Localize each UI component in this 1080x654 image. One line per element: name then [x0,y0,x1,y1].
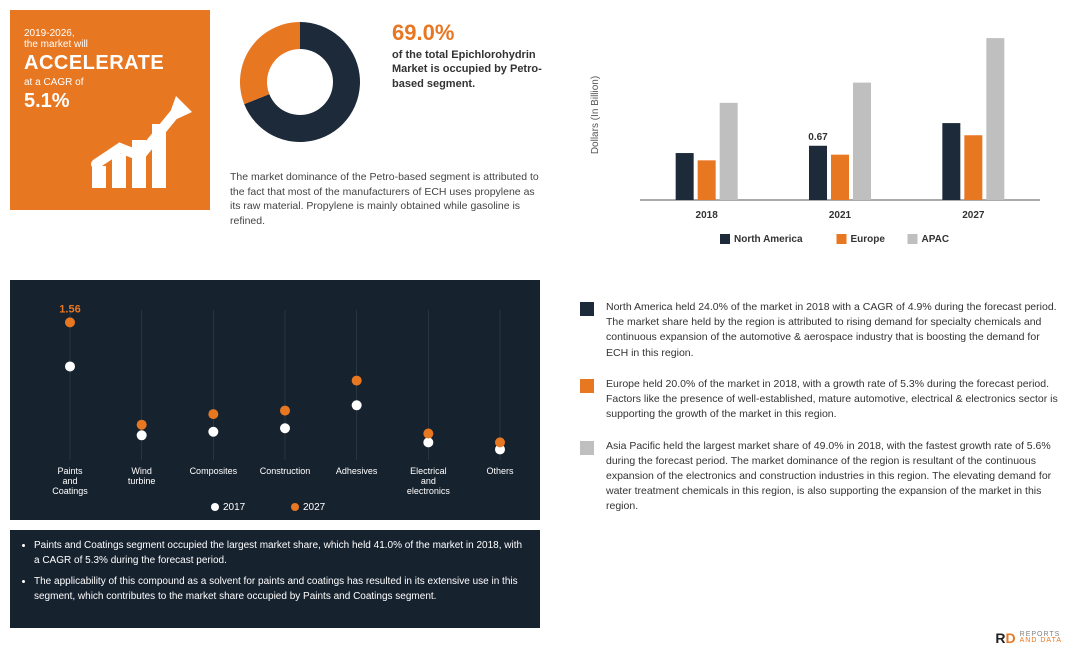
logo-d: D [1006,630,1016,646]
accelerate-sub: the market will [24,39,196,50]
logo-r: R [995,630,1005,646]
svg-text:Paints: Paints [57,466,83,476]
donut-paragraph: The market dominance of the Petro-based … [230,170,540,229]
scatter-bullets: Paints and Coatings segment occupied the… [10,530,540,628]
logo: RD REPORTS AND DATA [995,630,1062,646]
donut-percent: 69.0% [392,20,542,46]
svg-text:North America: North America [734,234,803,245]
svg-text:Coatings: Coatings [52,486,88,496]
svg-text:Electrical: Electrical [410,466,447,476]
svg-text:2021: 2021 [829,210,852,221]
region-color-swatch [580,379,594,393]
svg-text:2018: 2018 [696,210,719,221]
svg-text:Europe: Europe [851,234,886,245]
bar-chart: Dollars (In Billion) 2018 0.67 2021 2027 Nort… [580,10,1060,270]
accelerate-headline: ACCELERATE [24,52,196,75]
region-bullets: North America held 24.0% of the market i… [580,300,1060,531]
scatter-chart: 1.56PaintsandCoatingsWindturbineComposit… [10,280,540,520]
region-item: Asia Pacific held the largest market sha… [580,439,1060,515]
accelerate-period: 2019-2026, [24,28,196,39]
svg-text:Adhesives: Adhesives [336,466,378,476]
scatter-bullet-item: Paints and Coatings segment occupied the… [34,538,528,568]
svg-text:turbine: turbine [128,476,156,486]
svg-text:electronics: electronics [407,486,451,496]
svg-text:Wind: Wind [131,466,152,476]
donut-percent-text: of the total Epichlorohydrin Market is o… [392,48,542,91]
region-color-swatch [580,302,594,316]
scatter-bullet-item: The applicability of this compound as a … [34,574,528,604]
region-color-swatch [580,441,594,455]
region-text: Asia Pacific held the largest market sha… [606,439,1060,515]
region-item: Europe held 20.0% of the market in 2018,… [580,377,1060,423]
logo-lines: REPORTS AND DATA [1020,632,1062,645]
region-text: North America held 24.0% of the market i… [606,300,1060,361]
svg-text:2027: 2027 [962,210,985,221]
logo-line2: AND DATA [1020,638,1062,644]
accelerate-panel: 2019-2026, the market will ACCELERATE at… [10,10,210,210]
svg-text:Composites: Composites [190,466,238,476]
logo-mark: RD [995,630,1015,646]
svg-text:2027: 2027 [303,502,326,513]
svg-text:APAC: APAC [922,234,950,245]
svg-text:and: and [62,476,77,486]
accelerate-at: at a CAGR of [24,77,196,88]
svg-text:0.67: 0.67 [808,132,828,143]
svg-text:Construction: Construction [260,466,311,476]
svg-text:1.56: 1.56 [59,303,80,315]
growth-arrow-icon [86,96,196,196]
svg-text:2017: 2017 [223,502,246,513]
donut-text-block: 69.0% of the total Epichlorohydrin Marke… [392,20,542,91]
svg-text:Others: Others [486,466,514,476]
svg-text:and: and [421,476,436,486]
region-text: Europe held 20.0% of the market in 2018,… [606,377,1060,423]
svg-text:Dollars (In Billion): Dollars (In Billion) [590,76,601,154]
donut-chart [230,12,370,152]
region-item: North America held 24.0% of the market i… [580,300,1060,361]
